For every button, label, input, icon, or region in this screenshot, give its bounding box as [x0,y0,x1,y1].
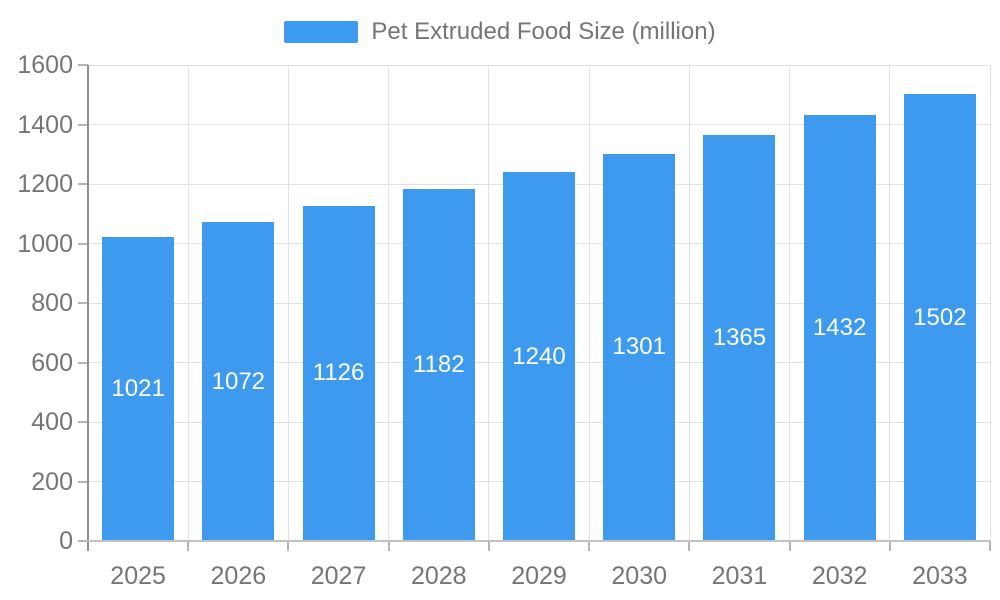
legend-item[interactable]: Pet Extruded Food Size (million) [0,18,1000,46]
bar-value-label: 1432 [812,313,867,341]
x-gridline [889,65,891,541]
y-tick-label: 800 [31,289,73,317]
x-tick-label: 2029 [511,562,567,590]
y-gridline [88,124,990,125]
x-gridline [989,65,991,541]
y-tick-label: 600 [31,348,73,377]
y-axis-tick [78,421,88,423]
x-axis-tick [588,541,591,551]
bar[interactable]: 1432 [803,114,876,541]
y-axis-tick [78,183,88,185]
bar[interactable]: 1240 [503,172,575,541]
y-tick-label: 1200 [17,170,73,198]
y-tick-label: 0 [59,527,73,555]
y-axis-tick [78,64,88,66]
bar[interactable]: 1365 [703,134,776,541]
x-axis-tick [989,541,991,551]
bar-value-label: 1240 [512,342,566,370]
bar[interactable]: 1126 [302,206,375,541]
x-tick-label: 2027 [310,562,367,590]
y-tick-label: 1400 [17,110,73,139]
bar-value-label: 1021 [111,375,165,403]
bar-value-label: 1072 [211,367,266,395]
y-axis-tick [78,302,88,304]
x-axis-tick [387,541,390,551]
x-tick-label: 2028 [410,562,467,590]
x-axis-tick [487,541,490,551]
bar-value-label: 1301 [612,333,666,361]
x-axis-tick [688,541,691,551]
legend-label: Pet Extruded Food Size (million) [371,18,716,45]
y-tick-label: 1600 [17,51,73,79]
x-axis-tick [287,541,290,551]
bar-value-label: 1126 [312,359,365,387]
x-tick-label: 2032 [811,562,868,590]
x-axis-line [87,540,991,542]
y-axis-tick [78,540,88,542]
y-tick-label: 1000 [17,229,73,258]
bar-value-label: 1182 [412,351,465,379]
x-gridline [688,65,690,541]
x-tick-label: 2031 [711,562,768,590]
x-gridline [488,65,490,541]
x-tick-label: 2033 [912,562,968,590]
x-axis-tick [788,541,791,551]
bar[interactable]: 1072 [202,222,275,541]
y-axis-tick [78,361,88,364]
bar[interactable]: 1182 [402,189,475,541]
x-gridline [588,65,590,541]
x-axis-tick [187,541,190,551]
y-axis-tick [78,123,88,126]
bar-value-label: 1502 [913,303,967,331]
y-tick-label: 200 [31,467,73,496]
y-axis-line [87,65,89,551]
bar-value-label: 1365 [712,323,767,351]
x-axis-tick [888,541,891,551]
bar[interactable]: 1021 [102,237,175,541]
x-gridline [789,65,791,541]
legend-swatch [284,21,359,43]
y-axis-tick [78,480,88,483]
x-tick-label: 2026 [210,562,267,590]
x-gridline [287,65,289,541]
y-tick-label: 400 [31,408,73,436]
y-axis-tick [78,242,88,245]
x-tick-label: 2030 [611,562,668,590]
x-gridline [187,65,189,541]
bar[interactable]: 1301 [603,153,676,541]
y-gridline [88,64,990,66]
bar[interactable]: 1502 [903,94,976,541]
x-tick-label: 2025 [110,562,166,590]
x-gridline [388,65,390,541]
